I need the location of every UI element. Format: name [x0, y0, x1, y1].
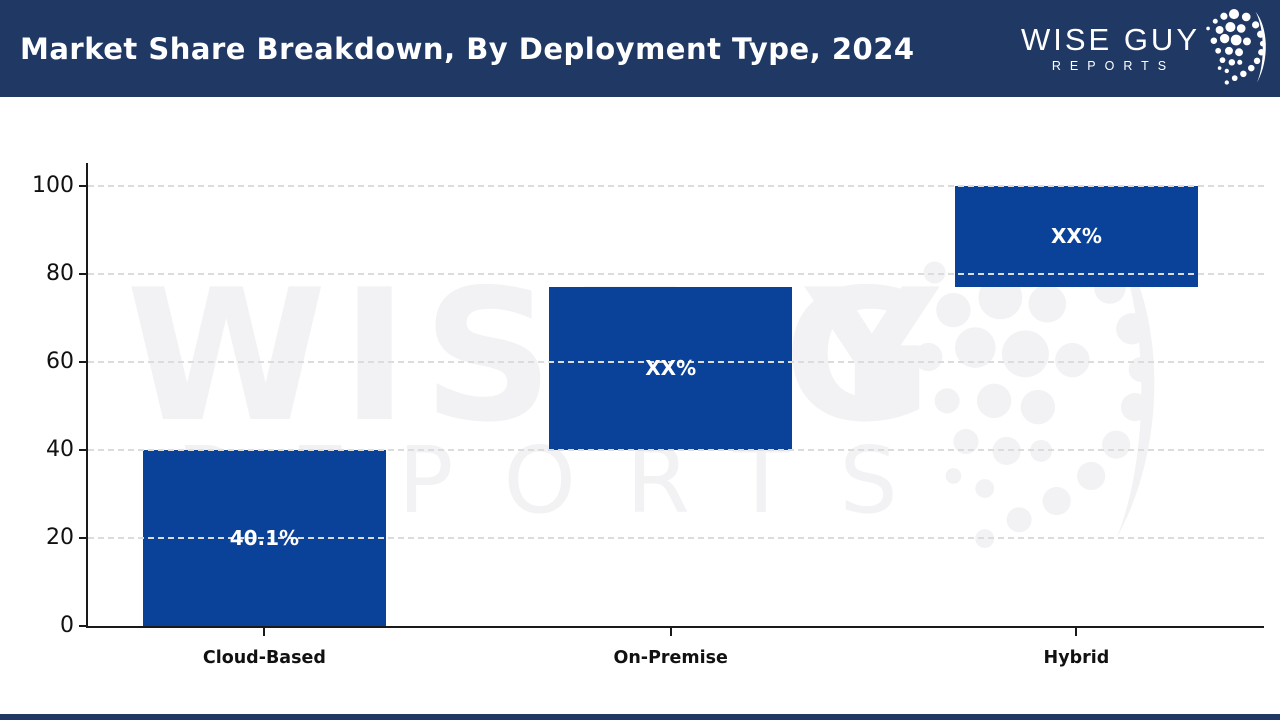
x-category-label: Cloud-Based: [202, 648, 326, 668]
x-tick-mark-1: [669, 627, 672, 636]
y-tick-mark-80: [79, 272, 87, 275]
header-bar: Market Share Breakdown, By Deployment Ty…: [0, 0, 1280, 97]
bar-value-label: 40.1%: [229, 525, 300, 550]
watermark-text-line1: WISE G: [126, 250, 947, 462]
x-category-label: On-Premise: [613, 648, 728, 668]
y-tick-label-100: 100: [32, 172, 74, 198]
y-tick-label-0: 0: [60, 613, 74, 638]
gridline-y-40: [88, 448, 1264, 451]
x-tick-mark-2: [1075, 627, 1078, 636]
brand-logo-text: WISE GUY REPORTS: [1021, 24, 1200, 73]
x-category-label: Hybrid: [1043, 648, 1110, 668]
brand-name: WISE GUY: [1020, 22, 1200, 58]
y-tick-label-80: 80: [46, 260, 74, 286]
gridline-y-80: [88, 272, 1264, 275]
gridline-y-100: [88, 184, 1264, 187]
bar-hybrid: [954, 185, 1198, 288]
y-tick-mark-20: [79, 536, 87, 539]
x-tick-mark-0: [263, 627, 266, 636]
y-tick-label-20: 20: [46, 524, 74, 550]
plot-area: 0 20 40 60 80 100 40.1% Cloud-Based XX% On-Premis…: [32, 163, 1264, 668]
gridline-y-60: [88, 360, 1264, 363]
y-tick-mark-100: [79, 184, 87, 187]
y-tick-label-60: 60: [46, 348, 74, 374]
footer-accent-bar: [0, 714, 1280, 720]
y-tick-mark-40: [79, 448, 87, 451]
bar-value-label: XX%: [1050, 224, 1102, 249]
page-title: Market Share Breakdown, By Deployment Ty…: [20, 31, 915, 66]
chart-canvas: WISE G Y REPORTS 0 20 40 60 80 100 40.1% Cloud-…: [0, 97, 1280, 714]
gridline-y-20: [88, 536, 1264, 539]
bar-on-premise: [549, 287, 793, 450]
watermark-face-icon: [895, 219, 1155, 548]
bar-value-label: XX%: [645, 356, 697, 381]
x-axis-line: [86, 626, 1264, 628]
y-axis-line: [86, 163, 88, 628]
y-tick-mark-60: [79, 360, 87, 363]
brand-logo: WISE GUY REPORTS: [1021, 7, 1280, 91]
brand-subtitle: REPORTS: [1051, 58, 1176, 73]
y-tick-mark-0: [79, 625, 87, 627]
y-tick-label-40: 40: [46, 436, 74, 462]
dotted-face-icon: [1206, 8, 1266, 85]
